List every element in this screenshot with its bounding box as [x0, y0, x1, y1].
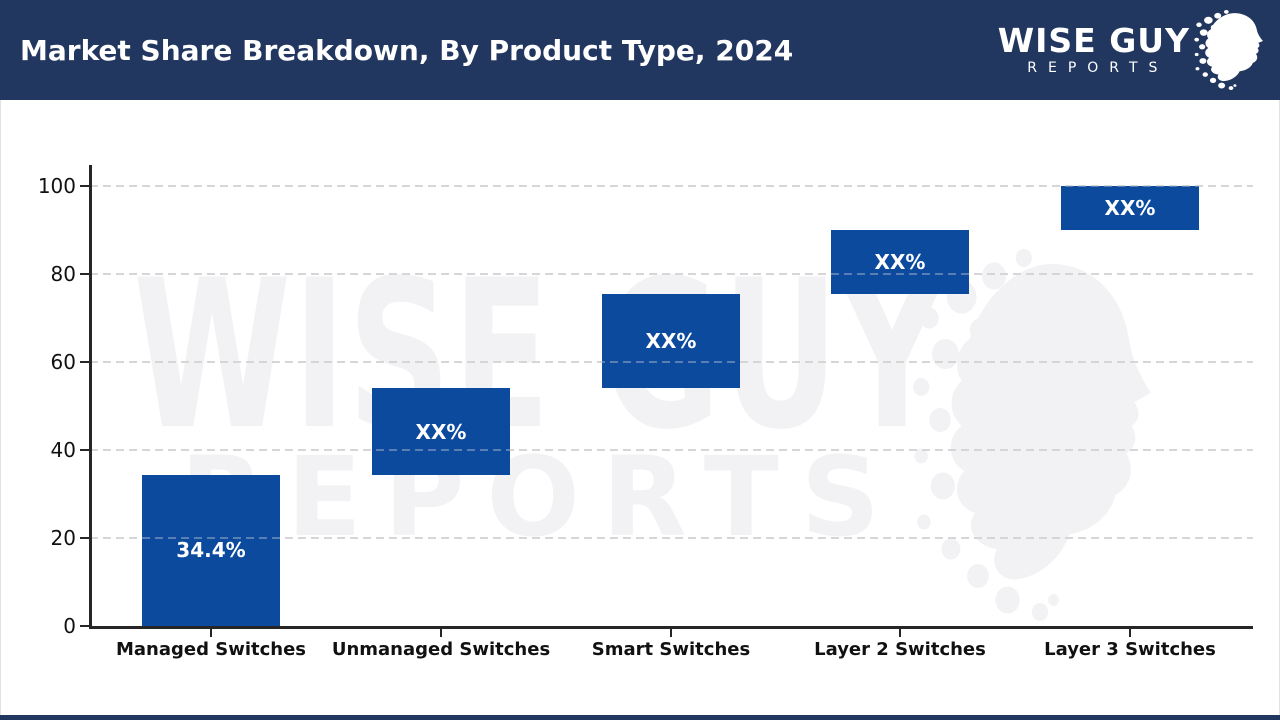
bar-value-label: XX% [1104, 196, 1156, 220]
bar-value-label: XX% [874, 249, 926, 274]
x-tick-label: Layer 2 Switches [814, 639, 986, 660]
gridline-overlay [90, 273, 1253, 275]
y-tick-label: 60 [50, 350, 76, 374]
x-tick-label: Layer 3 Switches [1044, 639, 1216, 660]
wise-guy-logo: WISE GUY REPORTS [998, 8, 1270, 92]
watermark-head-icon [905, 240, 1175, 630]
watermark-subtitle: REPORTS [180, 433, 902, 561]
gridline [90, 273, 1253, 275]
footer-bar [0, 715, 1280, 720]
y-tick-label: 20 [50, 526, 76, 550]
x-axis-line [89, 626, 1253, 629]
gridline-overlay [90, 361, 1253, 363]
y-tick-mark [80, 272, 90, 276]
logo-subtitle: REPORTS [1027, 59, 1169, 76]
x-tick-mark [1128, 628, 1132, 637]
chart-title: Market Share Breakdown, By Product Type,… [20, 33, 794, 67]
left-edge-border [0, 100, 1, 720]
bar: XX% [372, 388, 510, 475]
x-tick-mark [898, 628, 902, 637]
x-tick-label: Unmanaged Switches [331, 639, 551, 660]
x-tick-mark [209, 628, 213, 637]
y-tick-mark [80, 624, 90, 628]
bar: XX% [602, 293, 740, 389]
x-tick-mark [439, 628, 443, 637]
y-tick-label: 100 [37, 174, 76, 198]
y-tick-label: 0 [63, 614, 76, 638]
y-tick-label: 40 [50, 438, 76, 462]
gridline [90, 537, 1253, 539]
y-tick-mark [80, 448, 90, 452]
bar: XX% [1061, 186, 1199, 230]
bar-value-label: 34.4% [176, 538, 246, 563]
gridline-overlay [90, 185, 1253, 187]
watermark-wordmark: WISE GUY [133, 237, 946, 475]
logo-wordmark: WISE GUY [997, 21, 1190, 61]
wise-guy-head-icon [1192, 8, 1270, 92]
y-tick-label: 80 [50, 262, 76, 286]
x-tick-mark [669, 628, 673, 637]
gridline-overlay [90, 537, 1253, 539]
y-axis-line [89, 165, 92, 626]
y-tick-mark [80, 536, 90, 540]
logo-text: WISE GUY REPORTS [998, 24, 1190, 76]
x-tick-label: Smart Switches [591, 639, 751, 660]
bar: XX% [831, 230, 969, 294]
gridline-overlay [90, 449, 1253, 451]
y-tick-mark [80, 184, 90, 188]
bar-value-label: XX% [645, 329, 697, 354]
y-tick-mark [80, 360, 90, 364]
header: Market Share Breakdown, By Product Type,… [0, 0, 1280, 100]
x-tick-label: Managed Switches [115, 639, 307, 660]
bar: 34.4% [142, 474, 280, 626]
gridline [90, 449, 1253, 451]
gridline [90, 185, 1253, 187]
bar-value-label: XX% [415, 419, 467, 444]
